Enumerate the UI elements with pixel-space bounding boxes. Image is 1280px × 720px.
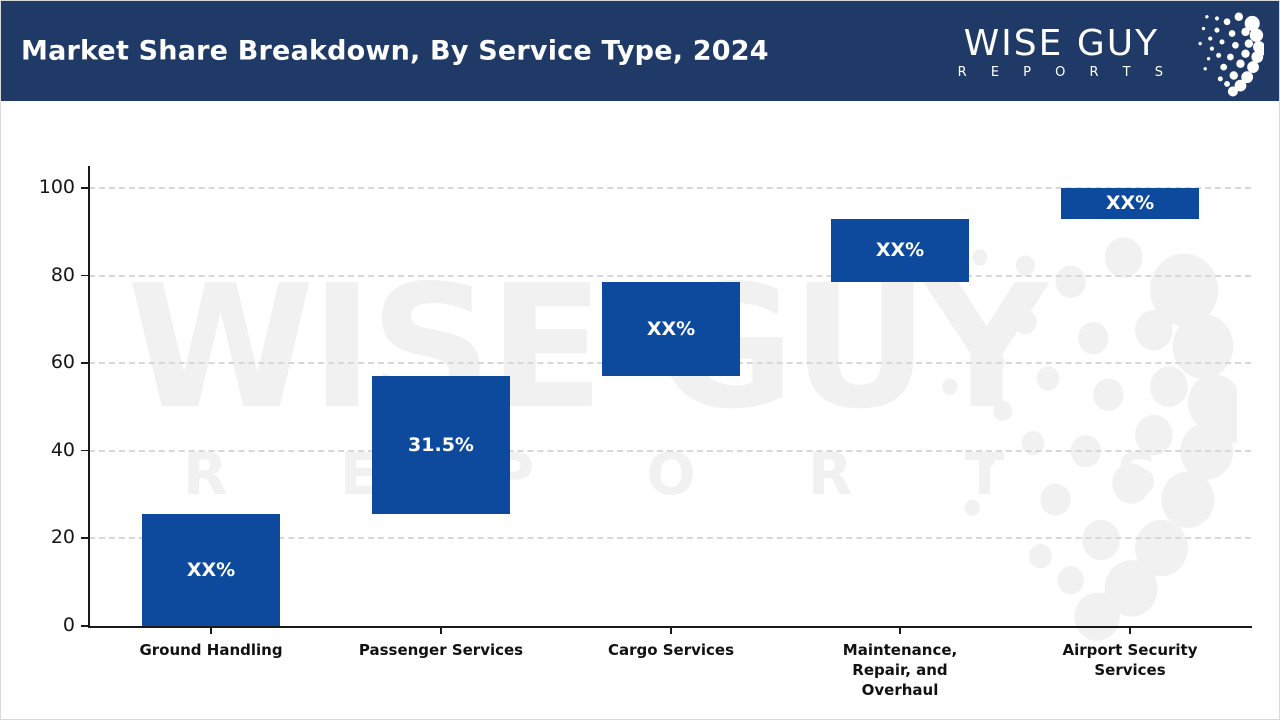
- y-tick-label: 100: [38, 176, 75, 198]
- y-tick-mark: [81, 625, 89, 627]
- gridline: [89, 537, 1251, 540]
- y-tick-mark: [81, 362, 89, 364]
- x-tick-mark: [1129, 628, 1131, 634]
- x-tick-label: Airport Security Services: [1062, 641, 1198, 679]
- x-tick-mark: [210, 628, 212, 634]
- y-tick-mark: [81, 187, 89, 189]
- bar-cargo-services: XX%: [602, 282, 740, 377]
- bar-maintenance-repair-and-overhaul: XX%: [831, 218, 969, 283]
- bar-value-label: XX%: [1105, 192, 1155, 215]
- y-tick-mark: [81, 449, 89, 452]
- watermark-wordmark: WISE GUY: [127, 249, 1048, 447]
- logo-head-icon: [1179, 5, 1265, 99]
- y-tick-mark: [81, 537, 89, 539]
- bar-value-label: XX%: [646, 318, 696, 341]
- bar-airport-security-services: XX%: [1061, 188, 1199, 219]
- x-tick-mark: [670, 628, 672, 634]
- x-tick-mark: [440, 628, 442, 634]
- y-tick-label: 20: [50, 526, 75, 549]
- y-tick-mark: [81, 274, 89, 277]
- gridline: [89, 274, 1251, 277]
- bar-ground-handling: XX%: [142, 514, 280, 626]
- gridline: [89, 187, 1251, 189]
- x-tick-label: Ground Handling: [139, 641, 283, 659]
- wiseguy-logo: WISE GUY R E P O R T S: [950, 5, 1265, 99]
- y-tick-label: 80: [50, 263, 75, 286]
- y-axis-line: [88, 166, 90, 626]
- bar-value-label: XX%: [186, 559, 236, 582]
- header-bar: Market Share Breakdown, By Service Type,…: [1, 1, 1279, 101]
- y-tick-label: 0: [62, 614, 75, 636]
- bar-value-label: XX%: [875, 239, 925, 262]
- chart-title: Market Share Breakdown, By Service Type,…: [21, 35, 769, 67]
- bar-value-label: 31.5%: [408, 434, 474, 457]
- bar-passenger-services: 31.5%: [372, 376, 510, 515]
- x-tick-mark: [899, 628, 901, 634]
- x-axis-line: [88, 626, 1252, 628]
- y-tick-label: 60: [50, 351, 75, 374]
- x-tick-label: Cargo Services: [607, 641, 735, 659]
- logo-text: WISE GUY R E P O R T S: [950, 24, 1173, 80]
- logo-wordmark: WISE GUY: [963, 23, 1160, 65]
- x-tick-label: Maintenance, Repair, and Overhaul: [842, 641, 958, 699]
- x-tick-label: Passenger Services: [358, 641, 524, 659]
- gridline: [89, 449, 1251, 452]
- logo-subtext: R E P O R T S: [957, 64, 1173, 80]
- watermark-subtext: R E P O R T S: [183, 440, 1205, 508]
- y-tick-label: 40: [50, 438, 75, 461]
